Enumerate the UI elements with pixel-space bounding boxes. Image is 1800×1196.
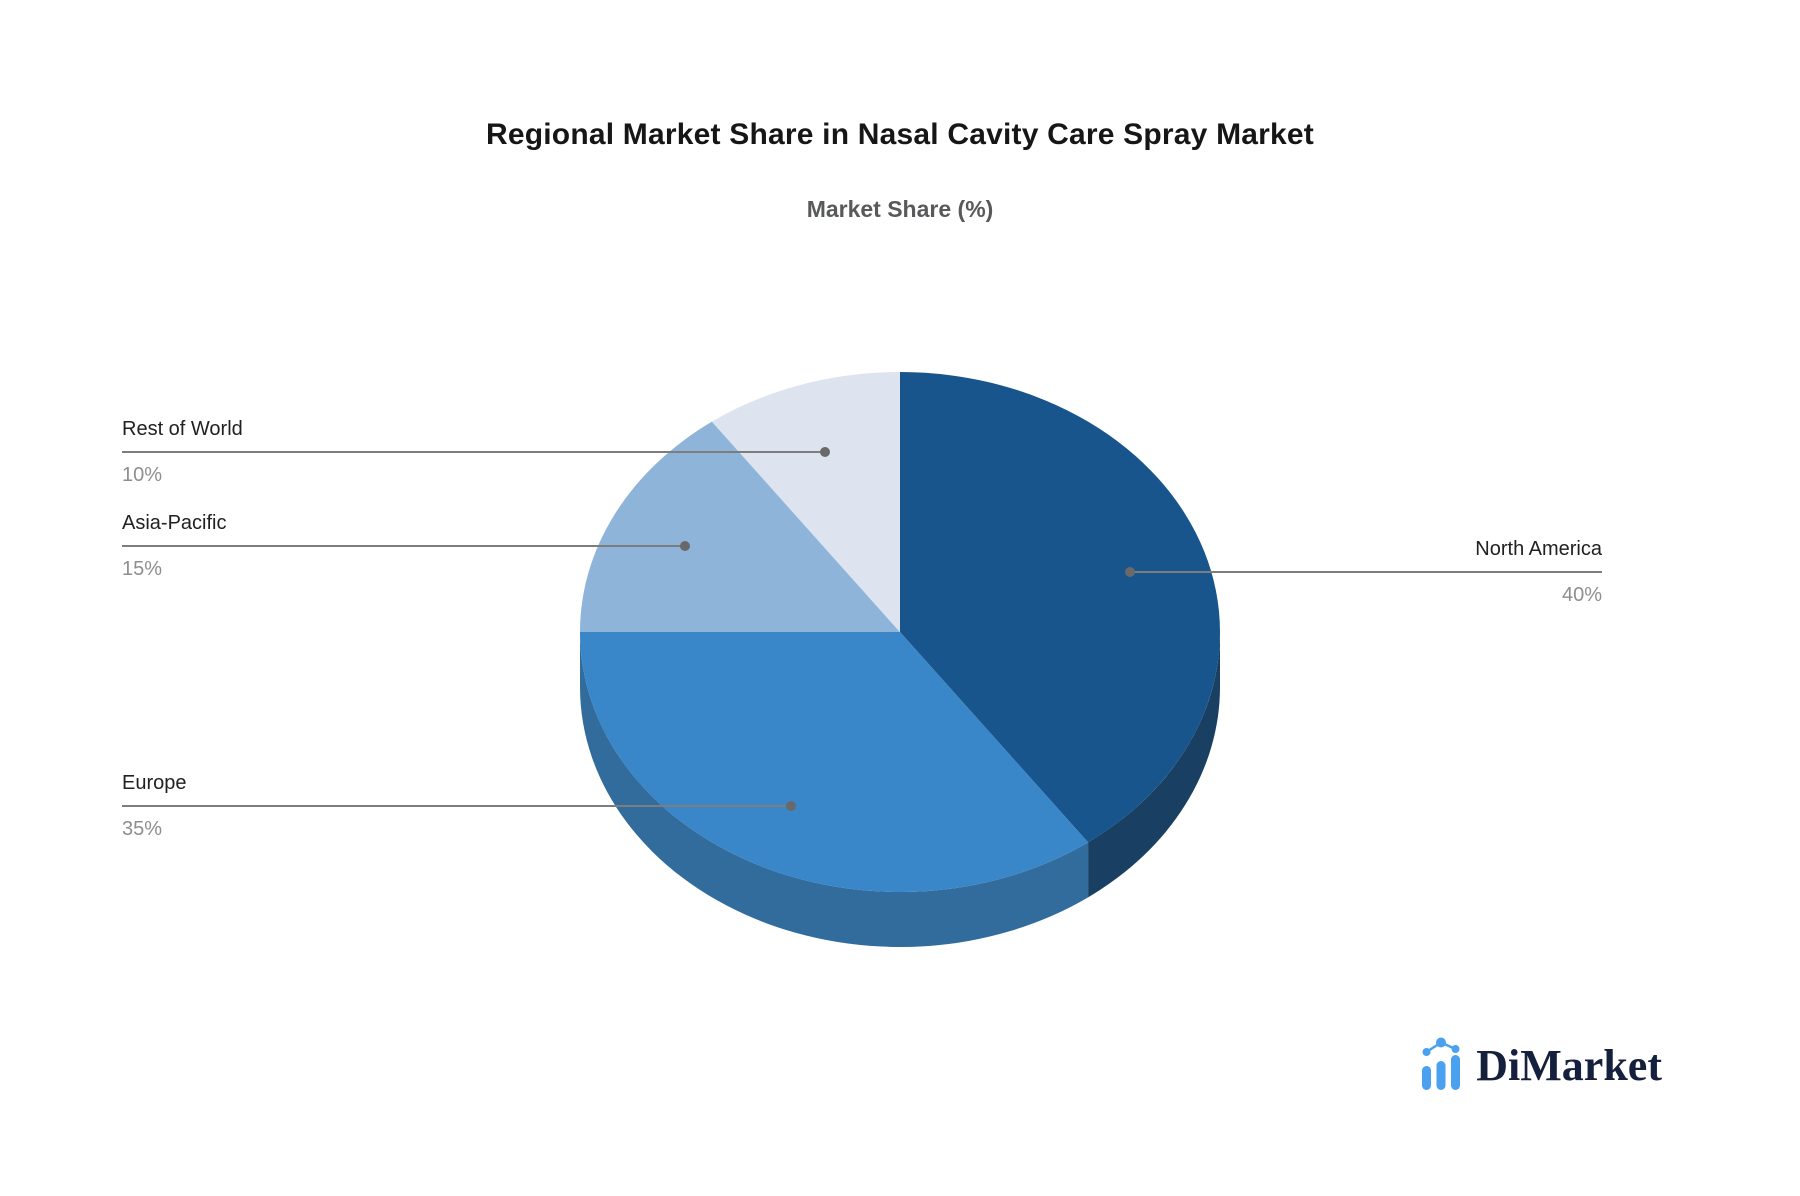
pie-slice-rest-of-world [711, 372, 900, 632]
slice-value: 40% [1561, 584, 1602, 606]
brand-name: DiMarket [1476, 1041, 1662, 1090]
slice-label: Asia-Pacific [122, 512, 227, 534]
slice-label: Europe [122, 772, 187, 794]
leader-line [122, 447, 830, 457]
callout-asia-pacific: Asia-Pacific 15% [122, 509, 690, 582]
leader-line [122, 801, 796, 811]
chart-subtitle: Market Share (%) [806, 196, 994, 222]
pie-slice-side [580, 632, 1089, 947]
slice-label: Rest of World [122, 418, 243, 440]
leader-line [1125, 567, 1602, 577]
callout-europe: Europe 35% [122, 769, 796, 842]
pie-slice-asia-pacific [580, 421, 900, 632]
slice-value: 35% [122, 818, 163, 840]
dimarket-logo: DiMarket [1419, 1036, 1662, 1092]
pie-slice-europe [580, 632, 1089, 892]
slice-value: 15% [122, 558, 163, 580]
pie-slice-north-america [900, 372, 1220, 843]
callout-north-america: North America 40% [1125, 535, 1602, 608]
pie-slice-side [1088, 632, 1220, 898]
bar-chart-logo-icon [1422, 1037, 1461, 1090]
slice-label: North America [1475, 538, 1602, 560]
leader-line [122, 541, 690, 551]
chart-title: Regional Market Share in Nasal Cavity Ca… [485, 118, 1314, 151]
slice-value: 10% [122, 464, 163, 486]
callout-rest-of-world: Rest of World 10% [122, 415, 830, 488]
